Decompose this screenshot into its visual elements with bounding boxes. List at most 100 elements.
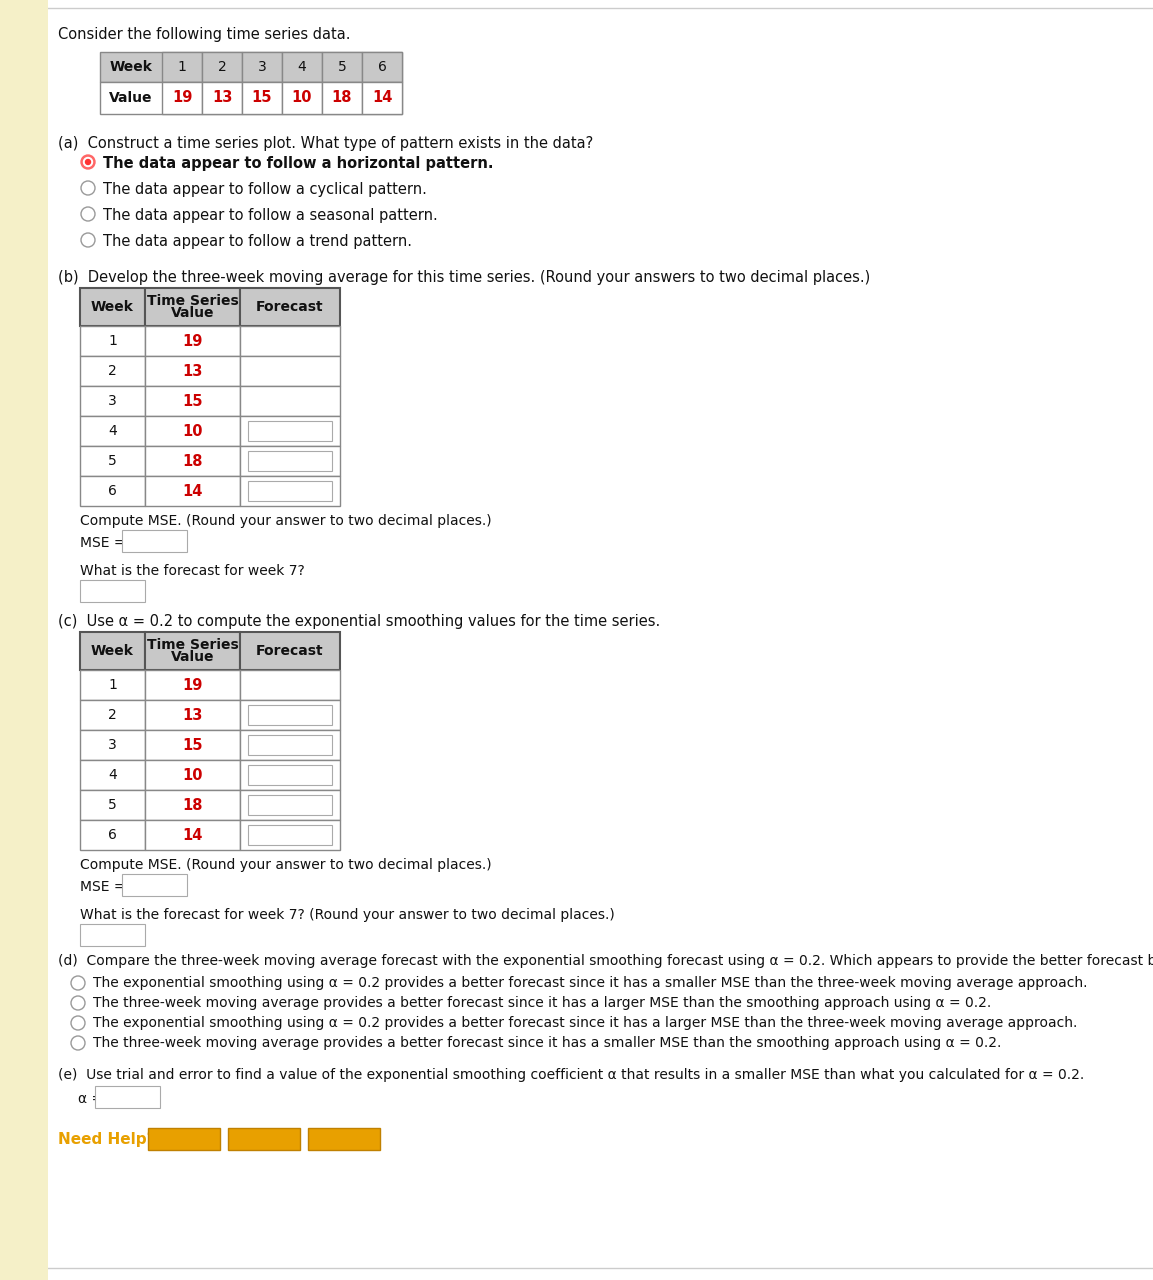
Circle shape	[85, 160, 90, 165]
Bar	[145, 476, 240, 506]
Text: 4: 4	[108, 424, 116, 438]
Text: Need Help?: Need Help?	[58, 1132, 156, 1147]
Bar	[202, 52, 242, 82]
Text: 4: 4	[297, 60, 307, 74]
Bar	[122, 530, 187, 552]
Bar	[240, 700, 340, 730]
Bar	[362, 82, 402, 114]
Text: 2: 2	[218, 60, 226, 74]
Bar	[240, 387, 340, 416]
Bar	[240, 760, 340, 790]
Text: 10: 10	[182, 768, 203, 782]
Text: 3: 3	[108, 739, 116, 751]
Text: The data appear to follow a trend pattern.: The data appear to follow a trend patter…	[103, 234, 412, 250]
Bar	[80, 632, 145, 669]
Bar	[145, 387, 240, 416]
Bar	[248, 795, 332, 815]
Bar	[80, 820, 145, 850]
Text: What is the forecast for week 7? (Round your answer to two decimal places.): What is the forecast for week 7? (Round …	[80, 908, 615, 922]
Bar	[308, 1128, 380, 1149]
Bar	[145, 326, 240, 356]
Bar	[248, 451, 332, 471]
Bar	[122, 874, 187, 896]
Bar	[0, 0, 48, 1280]
Text: Week: Week	[91, 644, 134, 658]
Text: (e)  Use trial and error to find a value of the exponential smoothing coefficien: (e) Use trial and error to find a value …	[58, 1068, 1084, 1082]
Bar	[80, 580, 145, 602]
Bar	[282, 52, 322, 82]
Text: 19: 19	[182, 334, 203, 348]
Bar	[80, 476, 145, 506]
Text: Watch It: Watch It	[235, 1133, 293, 1146]
Text: 2: 2	[108, 364, 116, 378]
Text: 2: 2	[108, 708, 116, 722]
Bar	[202, 82, 242, 114]
Circle shape	[81, 155, 95, 169]
Bar	[145, 632, 240, 669]
Bar	[282, 82, 322, 114]
Bar	[240, 445, 340, 476]
Bar	[242, 52, 282, 82]
Text: The three-week moving average provides a better forecast since it has a larger M: The three-week moving average provides a…	[93, 996, 992, 1010]
Bar	[248, 705, 332, 724]
Text: 1: 1	[108, 678, 116, 692]
Bar	[80, 445, 145, 476]
Circle shape	[81, 207, 95, 221]
Text: The data appear to follow a cyclical pattern.: The data appear to follow a cyclical pat…	[103, 182, 427, 197]
Bar	[95, 1085, 160, 1108]
Text: MSE =: MSE =	[80, 536, 126, 550]
Bar	[148, 1128, 220, 1149]
Bar	[80, 760, 145, 790]
Text: Value: Value	[110, 91, 152, 105]
Text: The exponential smoothing using α = 0.2 provides a better forecast since it has : The exponential smoothing using α = 0.2 …	[93, 975, 1087, 989]
Text: 18: 18	[182, 797, 203, 813]
Bar	[145, 760, 240, 790]
Text: The data appear to follow a seasonal pattern.: The data appear to follow a seasonal pat…	[103, 207, 438, 223]
Bar	[80, 924, 145, 946]
Text: 10: 10	[292, 91, 312, 105]
Bar	[145, 730, 240, 760]
Text: 15: 15	[182, 737, 203, 753]
Bar	[80, 416, 145, 445]
Bar	[248, 481, 332, 500]
Text: 6: 6	[377, 60, 386, 74]
Text: Master It: Master It	[312, 1133, 376, 1146]
Text: 6: 6	[108, 828, 116, 842]
Text: 14: 14	[182, 484, 203, 498]
Bar	[240, 669, 340, 700]
Bar	[240, 790, 340, 820]
Bar	[145, 356, 240, 387]
Bar	[362, 52, 402, 82]
Bar	[248, 765, 332, 785]
Text: (d)  Compare the three-week moving average forecast with the exponential smoothi: (d) Compare the three-week moving averag…	[58, 954, 1153, 968]
Bar	[240, 476, 340, 506]
Circle shape	[71, 1016, 85, 1030]
Text: 15: 15	[182, 393, 203, 408]
Bar	[242, 82, 282, 114]
Text: Forecast: Forecast	[256, 644, 324, 658]
Bar	[145, 416, 240, 445]
Bar	[80, 790, 145, 820]
Text: Forecast: Forecast	[256, 300, 324, 314]
Text: The data appear to follow a horizontal pattern.: The data appear to follow a horizontal p…	[103, 156, 493, 172]
Bar	[80, 700, 145, 730]
Bar	[145, 790, 240, 820]
Bar	[145, 669, 240, 700]
Text: Consider the following time series data.: Consider the following time series data.	[58, 27, 351, 42]
Bar	[163, 82, 202, 114]
Text: 4: 4	[108, 768, 116, 782]
Circle shape	[81, 233, 95, 247]
Text: 13: 13	[212, 91, 232, 105]
Bar	[240, 416, 340, 445]
Text: Value: Value	[171, 650, 214, 664]
Bar	[80, 730, 145, 760]
Circle shape	[83, 157, 92, 166]
Text: 5: 5	[108, 454, 116, 468]
Bar	[80, 387, 145, 416]
Text: Week: Week	[91, 300, 134, 314]
Text: 5: 5	[338, 60, 346, 74]
Text: α =: α =	[78, 1092, 103, 1106]
Text: Value: Value	[171, 306, 214, 320]
Text: 14: 14	[182, 827, 203, 842]
Text: Week: Week	[110, 60, 152, 74]
